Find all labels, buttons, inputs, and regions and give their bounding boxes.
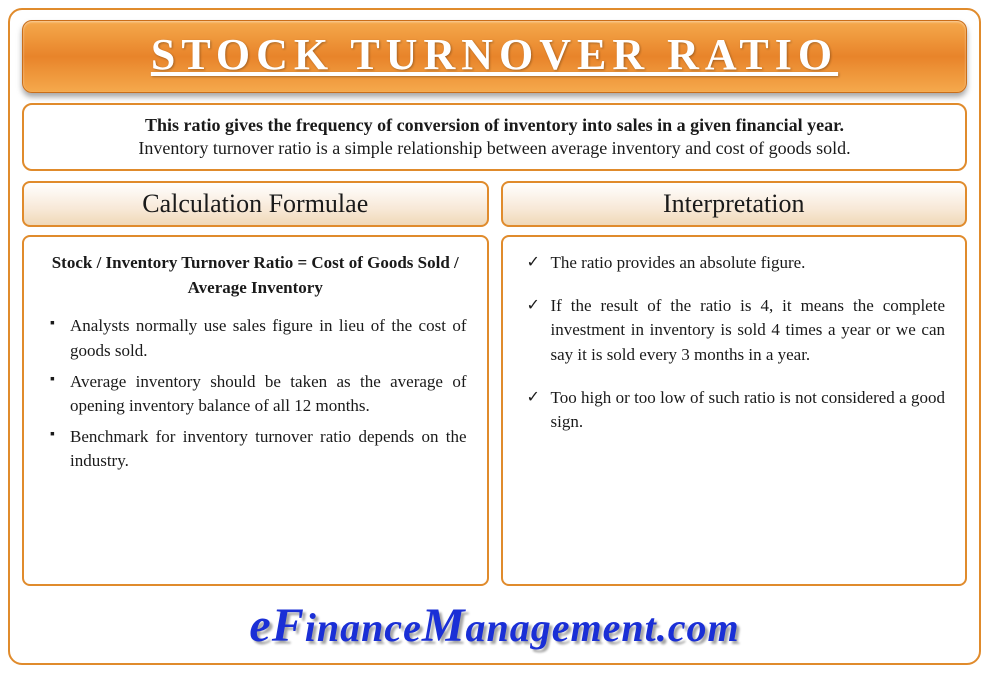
interpretation-checks: The ratio provides an absolute figure. I… [523,251,946,435]
bullet-item: Benchmark for inventory turnover ratio d… [50,425,467,474]
check-item: The ratio provides an absolute figure. [527,251,946,276]
two-column-layout: Calculation Formulae Stock / Inventory T… [22,181,967,586]
formula-text: Stock / Inventory Turnover Ratio = Cost … [44,251,467,300]
main-title: STOCK TURNOVER RATIO [23,29,966,80]
calculation-bullets: Analysts normally use sales figure in li… [44,314,467,474]
title-bar: STOCK TURNOVER RATIO [22,20,967,93]
description-line-1: This ratio gives the frequency of conver… [54,115,935,136]
bullet-item: Analysts normally use sales figure in li… [50,314,467,363]
interpretation-header: Interpretation [501,181,968,227]
check-item: Too high or too low of such ratio is not… [527,386,946,435]
description-line-2: Inventory turnover ratio is a simple rel… [54,138,935,159]
check-item: If the result of the ratio is 4, it mean… [527,294,946,368]
calculation-body: Stock / Inventory Turnover Ratio = Cost … [22,235,489,586]
infographic-container: STOCK TURNOVER RATIO This ratio gives th… [8,8,981,665]
left-column: Calculation Formulae Stock / Inventory T… [22,181,489,586]
right-column: Interpretation The ratio provides an abs… [501,181,968,586]
description-box: This ratio gives the frequency of conver… [22,103,967,171]
calculation-header: Calculation Formulae [22,181,489,227]
bullet-item: Average inventory should be taken as the… [50,370,467,419]
footer-brand: eFinanceManagement.com [22,596,967,653]
interpretation-body: The ratio provides an absolute figure. I… [501,235,968,586]
